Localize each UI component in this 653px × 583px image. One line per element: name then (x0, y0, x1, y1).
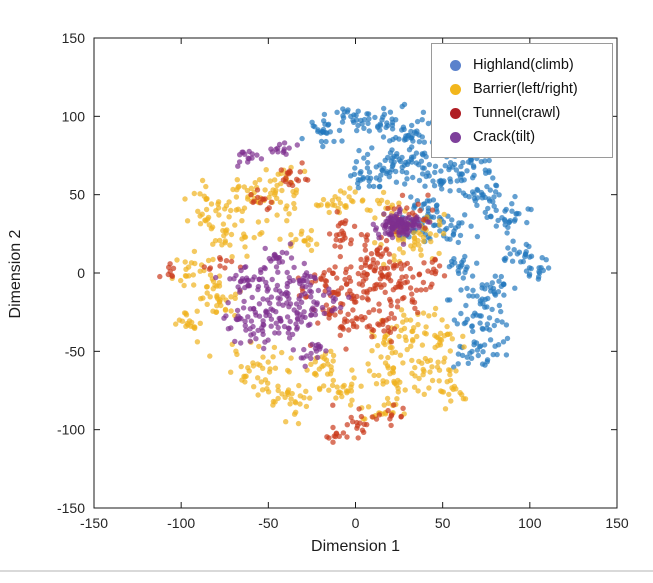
legend: Highland(climb) Barrier(left/right) Tunn… (431, 43, 613, 158)
svg-text:-50: -50 (65, 343, 85, 359)
legend-marker-tunnel-icon (450, 107, 461, 119)
svg-text:0: 0 (77, 265, 85, 281)
svg-text:50: 50 (435, 515, 451, 531)
legend-item-highland: Highland(climb) (442, 53, 602, 77)
svg-text:-100: -100 (57, 422, 85, 438)
svg-text:100: 100 (62, 108, 86, 124)
legend-label-highland: Highland(climb) (473, 57, 574, 73)
svg-text:-150: -150 (80, 515, 108, 531)
legend-marker-crack-icon (450, 131, 461, 143)
legend-label-tunnel: Tunnel(crawl) (473, 105, 561, 121)
legend-item-barrier: Barrier(left/right) (442, 77, 602, 101)
y-axis-label: Dimension 2 (7, 229, 24, 319)
svg-text:-50: -50 (258, 515, 278, 531)
svg-text:150: 150 (605, 515, 629, 531)
svg-text:-100: -100 (167, 515, 195, 531)
x-axis-label: Dimension 1 (311, 538, 400, 555)
legend-marker-highland-icon (450, 59, 461, 71)
legend-item-crack: Crack(tilt) (442, 125, 602, 149)
svg-text:100: 100 (518, 515, 542, 531)
legend-marker-barrier-icon (450, 83, 461, 95)
svg-text:-150: -150 (57, 500, 85, 516)
legend-label-crack: Crack(tilt) (473, 129, 536, 145)
svg-text:50: 50 (69, 187, 85, 203)
svg-text:0: 0 (352, 515, 360, 531)
svg-text:150: 150 (62, 30, 86, 46)
legend-item-tunnel: Tunnel(crawl) (442, 101, 602, 125)
window-bottom-divider (0, 570, 653, 572)
legend-label-barrier: Barrier(left/right) (473, 81, 578, 97)
